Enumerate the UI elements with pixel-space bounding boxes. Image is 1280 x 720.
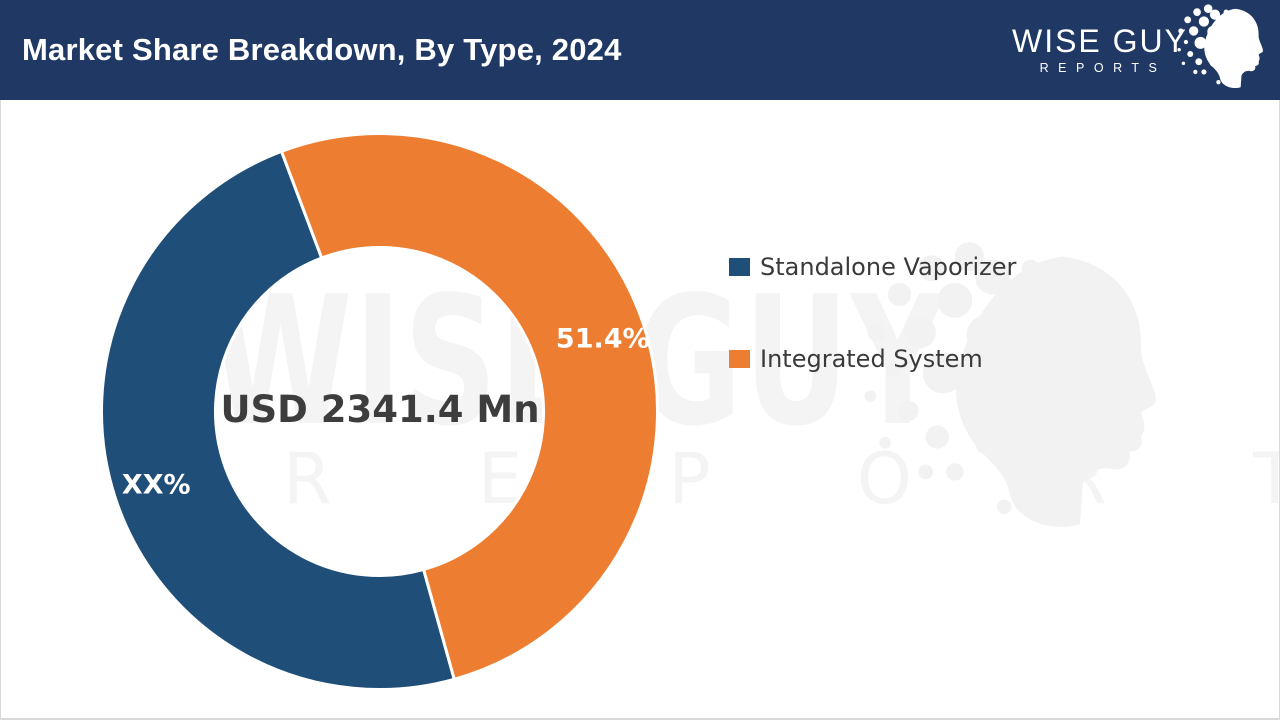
donut-slice [100, 149, 456, 691]
donut-slice [280, 132, 659, 681]
brand-name: WISE GUY [1011, 23, 1188, 59]
chart-canvas: WISE GUY R E P O R T S XX%51.4% USD 2341… [0, 100, 1280, 720]
brand-subtitle: REPORTS [1039, 61, 1167, 75]
center-value: USD 2341.4 Mn [220, 388, 540, 431]
slice-label: XX% [122, 470, 191, 501]
brand-logo: WISE GUY REPORTS [1012, 0, 1280, 101]
donut-chart: XX% 51.4% [100, 132, 659, 691]
page-title: Market Share Breakdown, By Type, 2024 [22, 32, 622, 67]
dotted-head-profile-icon [1174, 0, 1268, 101]
legend-swatch [729, 258, 750, 276]
header: Market Share Breakdown, By Type, 2024 WI… [0, 0, 1280, 100]
legend-item: Standalone Vaporizer [729, 253, 1016, 281]
slice-label: 51.4% [556, 323, 650, 354]
legend-item: Integrated System [729, 345, 1016, 373]
legend-label: Standalone Vaporizer [760, 253, 1017, 281]
watermark-head-profile-icon [853, 218, 1173, 568]
legend-label: Integrated System [760, 345, 983, 373]
legend: Standalone Vaporizer Integrated System [729, 253, 1016, 373]
brand-text: WISE GUY REPORTS [1012, 25, 1188, 75]
legend-swatch [729, 350, 750, 368]
